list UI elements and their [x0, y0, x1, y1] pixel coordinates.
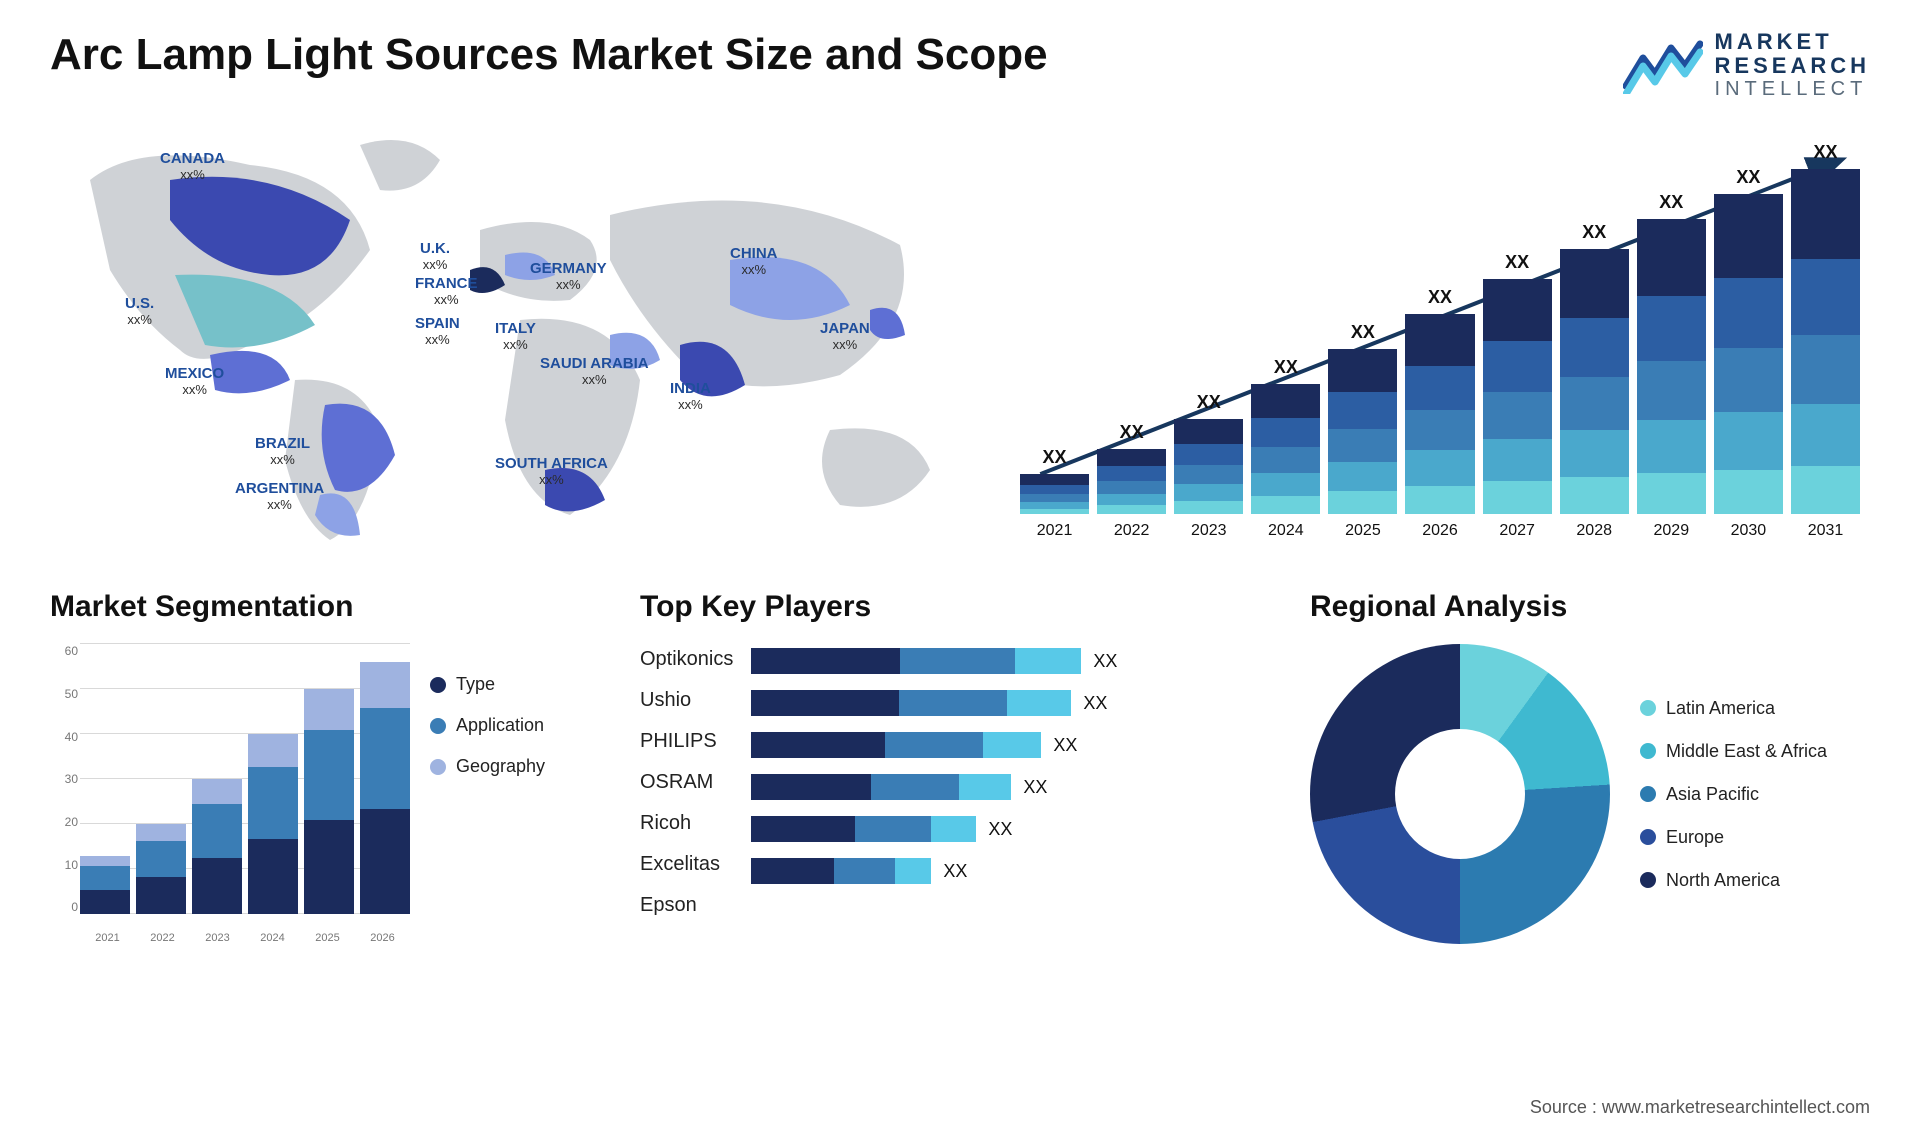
- world-map-panel: CANADAxx% U.S.xx% MEXICOxx% BRAZILxx% ARGENT…: [50, 120, 970, 540]
- growth-year-label: 2027: [1499, 522, 1535, 540]
- players-bars-chart: XX XX XX XX XX XX: [751, 644, 1280, 917]
- seg-col-2023: [192, 779, 242, 914]
- player-bar-row: XX: [751, 816, 1280, 842]
- seg-col-2024: [248, 734, 298, 914]
- legend-item-application: Application: [430, 715, 545, 736]
- growth-col-2025: XX 2025: [1328, 322, 1397, 540]
- page-title: Arc Lamp Light Sources Market Size and S…: [50, 30, 1048, 80]
- growth-year-label: 2022: [1114, 522, 1150, 540]
- growth-value-label: XX: [1428, 287, 1452, 308]
- map-label-mexico: MEXICOxx%: [165, 365, 224, 397]
- growth-year-label: 2030: [1731, 522, 1767, 540]
- growth-year-label: 2028: [1576, 522, 1612, 540]
- regional-donut-chart: [1310, 644, 1610, 944]
- map-label-china: CHINAxx%: [730, 245, 778, 277]
- legend-item-type: Type: [430, 674, 545, 695]
- market-growth-chart: XX 2021 XX 2022 XX 2023 XX 2024 XX 2025 XX 2026 XX 20…: [1010, 120, 1870, 540]
- map-label-india: INDIAxx%: [670, 380, 711, 412]
- map-label-southafrica: SOUTH AFRICAxx%: [495, 455, 608, 487]
- seg-col-2025: [304, 689, 354, 914]
- growth-col-2022: XX 2022: [1097, 422, 1166, 540]
- regional-title: Regional Analysis: [1310, 590, 1870, 624]
- player-bar-row: XX: [751, 774, 1280, 800]
- player-value-label: XX: [1023, 777, 1047, 798]
- region-legend-item: Europe: [1640, 827, 1827, 848]
- growth-value-label: XX: [1274, 357, 1298, 378]
- growth-value-label: XX: [1736, 167, 1760, 188]
- segmentation-legend: Type Application Geography: [430, 644, 545, 944]
- map-label-france: FRANCExx%: [415, 275, 478, 307]
- map-label-canada: CANADAxx%: [160, 150, 225, 182]
- player-value-label: XX: [1093, 651, 1117, 672]
- growth-value-label: XX: [1813, 142, 1837, 163]
- growth-value-label: XX: [1582, 222, 1606, 243]
- map-label-japan: JAPANxx%: [820, 320, 870, 352]
- region-legend-item: North America: [1640, 870, 1827, 891]
- map-label-saudiarabia: SAUDI ARABIAxx%: [540, 355, 649, 387]
- player-name: Ushio: [640, 689, 733, 712]
- map-label-us: U.S.xx%: [125, 295, 154, 327]
- map-label-italy: ITALYxx%: [495, 320, 536, 352]
- growth-col-2027: XX 2027: [1483, 252, 1552, 540]
- growth-col-2030: XX 2030: [1714, 167, 1783, 540]
- player-name: Ricoh: [640, 812, 733, 835]
- player-name: PHILIPS: [640, 730, 733, 753]
- player-name: OSRAM: [640, 771, 733, 794]
- player-bar-row: XX: [751, 690, 1280, 716]
- growth-year-label: 2024: [1268, 522, 1304, 540]
- growth-year-label: 2026: [1422, 522, 1458, 540]
- seg-col-2022: [136, 824, 186, 914]
- source-attribution: Source : www.marketresearchintellect.com: [1530, 1097, 1870, 1118]
- player-name: Optikonics: [640, 648, 733, 671]
- player-value-label: XX: [1083, 693, 1107, 714]
- segmentation-chart: 6050403020100 202120222023202420252026: [50, 644, 410, 944]
- player-value-label: XX: [1053, 735, 1077, 756]
- growth-col-2028: XX 2028: [1560, 222, 1629, 540]
- map-label-uk: U.K.xx%: [420, 240, 450, 272]
- regional-legend: Latin America Middle East & Africa Asia Pa…: [1640, 698, 1827, 891]
- map-label-brazil: BRAZILxx%: [255, 435, 310, 467]
- growth-value-label: XX: [1505, 252, 1529, 273]
- growth-year-label: 2021: [1037, 522, 1073, 540]
- player-bar-row: XX: [751, 648, 1280, 674]
- map-label-argentina: ARGENTINAxx%: [235, 480, 324, 512]
- player-value-label: XX: [943, 861, 967, 882]
- segmentation-title: Market Segmentation: [50, 590, 610, 624]
- growth-year-label: 2031: [1808, 522, 1844, 540]
- player-value-label: XX: [988, 819, 1012, 840]
- growth-year-label: 2029: [1654, 522, 1690, 540]
- player-bar-row: XX: [751, 858, 1280, 884]
- seg-col-2026: [360, 662, 410, 914]
- region-legend-item: Middle East & Africa: [1640, 741, 1827, 762]
- growth-value-label: XX: [1043, 447, 1067, 468]
- players-title: Top Key Players: [640, 590, 1280, 624]
- player-bar-row: XX: [751, 732, 1280, 758]
- map-label-germany: GERMANYxx%: [530, 260, 607, 292]
- player-name: Epson: [640, 894, 733, 917]
- brand-logo: MARKET RESEARCH INTELLECT: [1623, 30, 1870, 100]
- growth-col-2026: XX 2026: [1405, 287, 1474, 540]
- region-legend-item: Latin America: [1640, 698, 1827, 719]
- legend-item-geography: Geography: [430, 756, 545, 777]
- logo-text: MARKET RESEARCH INTELLECT: [1715, 30, 1870, 100]
- growth-year-label: 2025: [1345, 522, 1381, 540]
- growth-col-2029: XX 2029: [1637, 192, 1706, 540]
- growth-value-label: XX: [1120, 422, 1144, 443]
- growth-col-2031: XX 2031: [1791, 142, 1860, 540]
- region-legend-item: Asia Pacific: [1640, 784, 1827, 805]
- growth-col-2024: XX 2024: [1251, 357, 1320, 540]
- growth-col-2021: XX 2021: [1020, 447, 1089, 540]
- players-list: Optikonics Ushio PHILIPS OSRAM Ricoh Excelita…: [640, 644, 733, 917]
- player-name: Excelitas: [640, 853, 733, 876]
- seg-col-2021: [80, 856, 130, 915]
- growth-year-label: 2023: [1191, 522, 1227, 540]
- logo-mark-icon: [1623, 36, 1703, 94]
- growth-value-label: XX: [1197, 392, 1221, 413]
- growth-col-2023: XX 2023: [1174, 392, 1243, 540]
- growth-value-label: XX: [1659, 192, 1683, 213]
- map-label-spain: SPAINxx%: [415, 315, 460, 347]
- growth-value-label: XX: [1351, 322, 1375, 343]
